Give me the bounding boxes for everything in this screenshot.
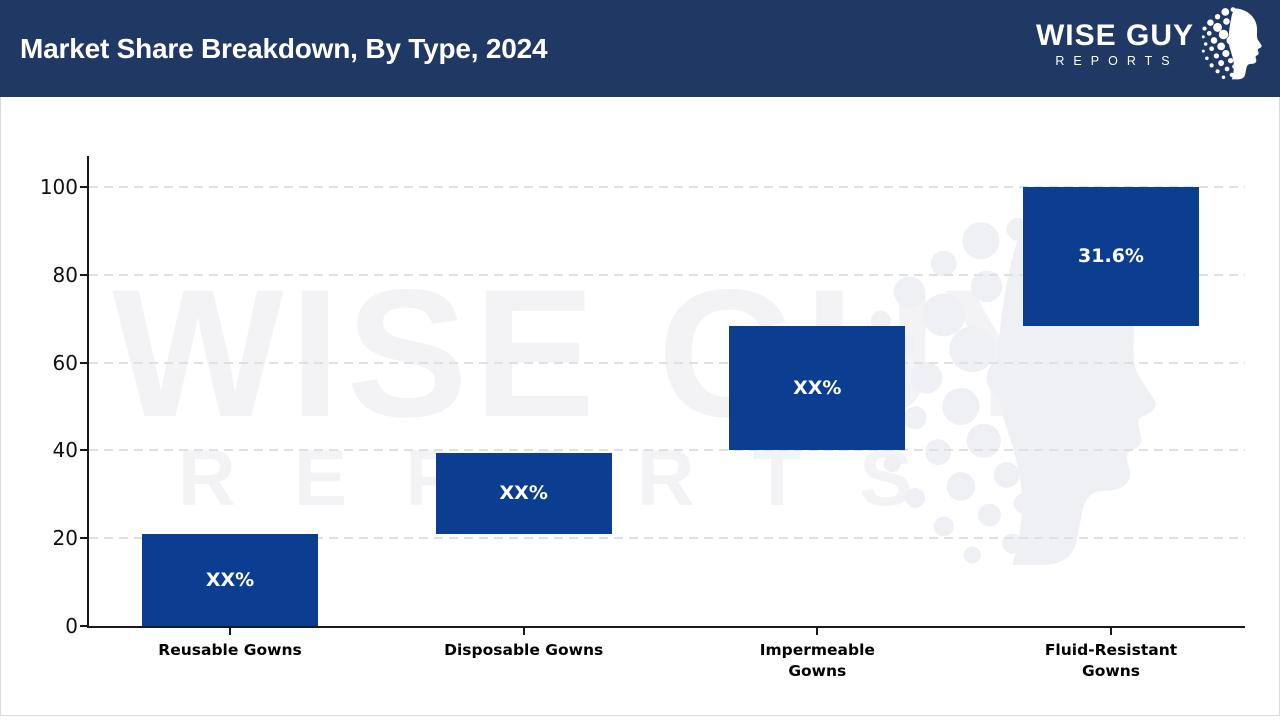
y-gridline	[89, 361, 1245, 364]
y-tick-label: 20	[52, 526, 78, 551]
brand-logo: WISE GUY REPORTS	[1036, 6, 1268, 82]
bar: XX%	[729, 325, 906, 451]
x-axis-label: Reusable Gowns	[158, 641, 302, 659]
y-tick-mark	[80, 361, 88, 364]
y-axis-line	[87, 156, 89, 628]
x-axis-line	[87, 626, 1245, 628]
bar-value-label: 31.6%	[1078, 245, 1144, 268]
y-gridline	[89, 273, 1245, 276]
x-tick-mark	[816, 627, 819, 635]
x-tick-mark	[1110, 627, 1112, 635]
brand-wordmark: WISE GUY REPORTS	[1035, 19, 1194, 69]
y-tick-mark	[80, 537, 88, 540]
y-tick-mark	[80, 625, 88, 627]
y-gridline	[89, 186, 1245, 188]
bar-value-label: XX%	[499, 482, 548, 505]
brand-name: WISE GUY	[1035, 19, 1194, 52]
page-title: Market Share Breakdown, By Type, 2024	[20, 32, 548, 64]
x-axis-label: Fluid-Resistant Gowns	[1044, 641, 1178, 680]
y-tick-mark	[80, 273, 88, 276]
bar: 31.6%	[1023, 187, 1199, 326]
y-gridline	[89, 537, 1245, 540]
y-tick-label: 60	[52, 350, 78, 375]
bar-value-label: XX%	[205, 568, 255, 591]
y-tick-mark	[80, 186, 88, 188]
bar: XX%	[435, 452, 612, 534]
bar: XX%	[142, 533, 318, 626]
x-tick-mark	[229, 627, 231, 635]
y-tick-label: 80	[52, 262, 78, 287]
y-tick-label: 0	[65, 614, 78, 638]
y-tick-mark	[80, 449, 88, 452]
x-axis-label: Disposable Gowns	[444, 641, 604, 659]
y-gridline	[89, 449, 1245, 452]
brand-reports-label: REPORTS	[1055, 54, 1179, 68]
x-axis-label: Impermeable Gowns	[759, 641, 875, 680]
bar-value-label: XX%	[793, 377, 842, 400]
header-bar: Market Share Breakdown, By Type, 2024 WI…	[0, 0, 1280, 97]
y-tick-label: 100	[39, 175, 78, 199]
x-tick-mark	[522, 627, 525, 635]
y-tick-label: 40	[52, 438, 78, 463]
